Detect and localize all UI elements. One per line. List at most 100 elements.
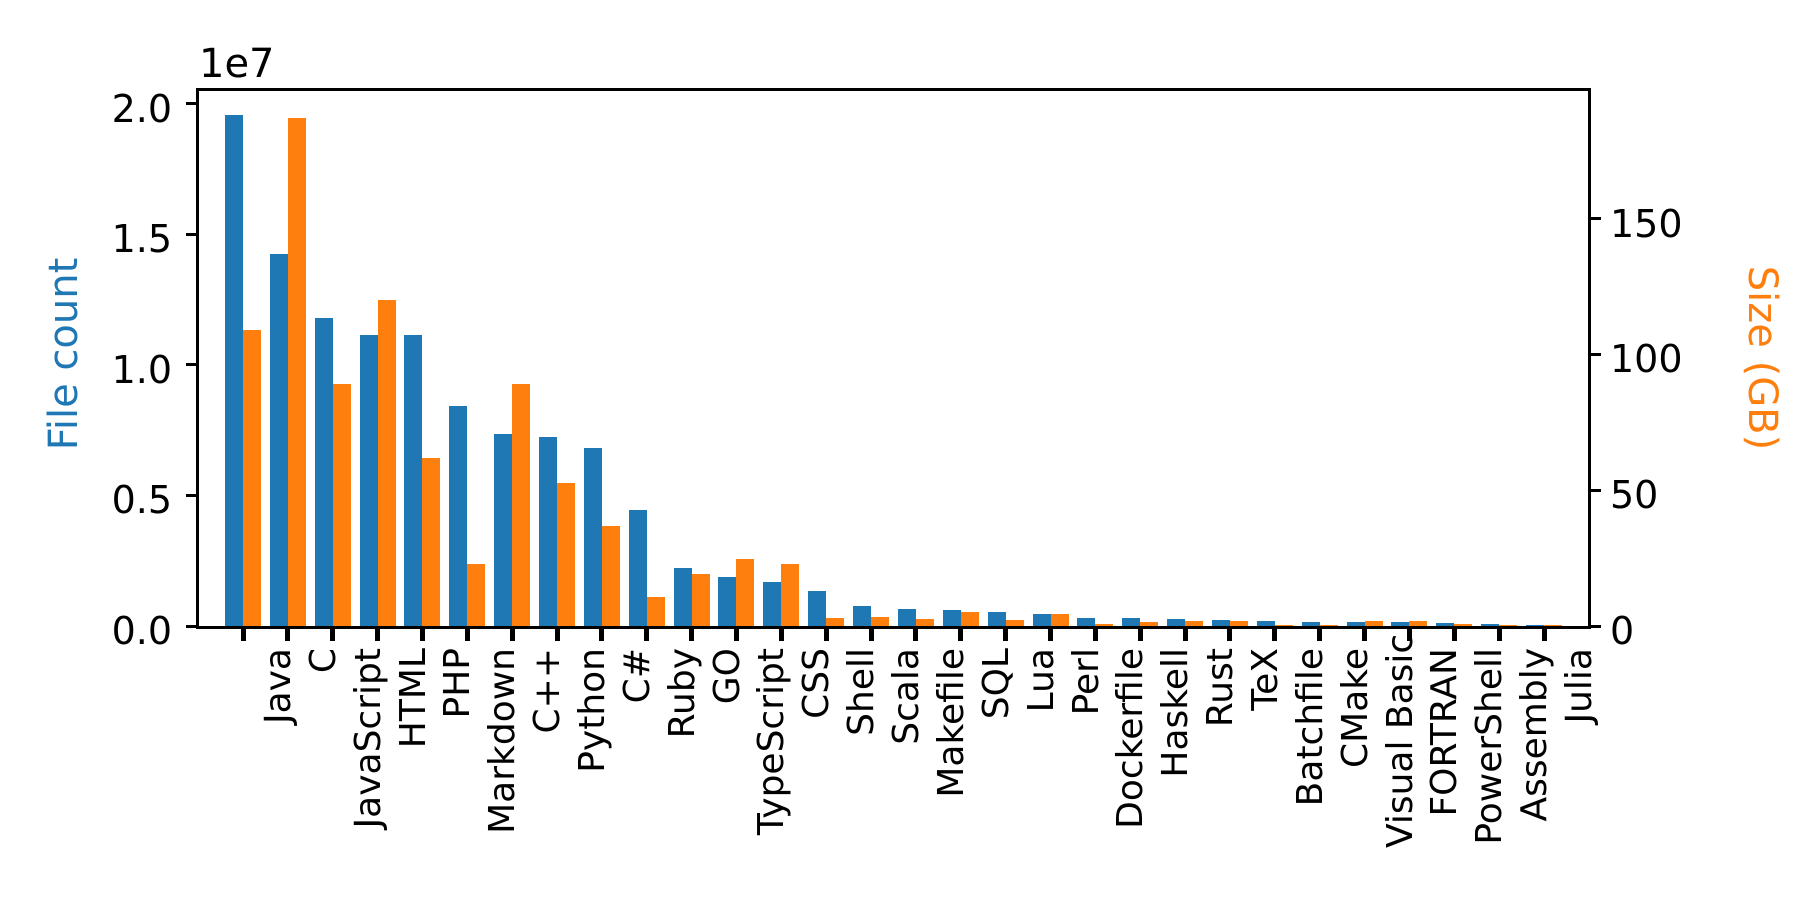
x-tick	[1541, 626, 1547, 641]
x-tick-label: Perl	[1065, 648, 1107, 716]
bar-size-gb	[1185, 620, 1204, 626]
bar-file-count	[359, 334, 378, 626]
x-tick-label: SQL	[975, 648, 1017, 720]
x-tick-label: Dockerfile	[1110, 648, 1152, 829]
bar-file-count	[449, 405, 468, 626]
y-tick-left	[186, 232, 199, 236]
bar-size-gb	[871, 616, 890, 626]
x-tick	[1362, 626, 1368, 641]
y-tick-right	[1588, 352, 1601, 356]
plot-frame	[196, 88, 1591, 629]
x-tick	[375, 626, 381, 641]
bar-size-gb	[243, 330, 261, 626]
bar-file-count	[987, 611, 1006, 626]
x-tick	[285, 626, 291, 641]
bar-file-count	[269, 254, 288, 626]
bar-size-gb	[1274, 624, 1293, 626]
bar-file-count	[225, 115, 243, 626]
y-tick-label-left: 2.0	[111, 86, 172, 131]
bar-file-count	[1481, 623, 1500, 626]
x-tick	[1496, 626, 1502, 641]
x-tick	[778, 626, 784, 641]
bar-size-gb	[781, 563, 800, 626]
x-tick-label: TypeScript	[751, 648, 793, 836]
bar-file-count	[628, 509, 647, 626]
x-tick-label: PowerShell	[1469, 648, 1511, 845]
bar-size-gb	[1140, 622, 1159, 626]
x-tick	[958, 626, 964, 641]
x-tick	[1003, 626, 1009, 641]
bar-size-gb	[1544, 625, 1562, 626]
bar-size-gb	[1319, 624, 1338, 626]
bar-file-count	[1211, 620, 1230, 626]
y-tick-left	[186, 102, 199, 106]
bar-file-count	[404, 334, 423, 626]
bar-size-gb	[1499, 624, 1518, 626]
bar-size-gb	[422, 457, 441, 626]
bar-size-gb	[1409, 621, 1428, 626]
x-tick-label: Assembly	[1514, 648, 1556, 822]
x-tick-label: Visual Basic	[1379, 633, 1421, 848]
x-tick	[419, 626, 425, 641]
bar-size-gb	[1050, 614, 1069, 626]
y-tick-label-left: 0.0	[111, 609, 172, 653]
x-tick-label: Markdown	[482, 648, 524, 834]
x-tick	[464, 626, 470, 641]
bars-layer	[199, 91, 1588, 626]
x-tick-label: Ruby	[661, 648, 703, 739]
x-tick	[1272, 626, 1278, 641]
x-tick-label: CSS	[796, 648, 838, 719]
bar-size-gb	[1005, 619, 1024, 626]
bar-file-count	[494, 434, 513, 626]
y-tick-right	[1588, 624, 1601, 628]
bar-file-count	[1122, 618, 1141, 626]
y-tick-right	[1588, 217, 1601, 221]
x-tick-label: C++	[527, 648, 569, 734]
y-tick-left	[186, 624, 199, 628]
bar-size-gb	[826, 618, 845, 626]
x-tick-label: TeX	[1244, 648, 1286, 711]
axis-offset-text: 1e7	[199, 41, 275, 87]
bar-file-count	[1391, 622, 1410, 626]
x-tick	[1451, 626, 1457, 641]
bar-size-gb	[1364, 620, 1383, 626]
x-tick-label: Shell	[841, 648, 883, 736]
x-tick	[509, 626, 515, 641]
bar-file-count	[1256, 620, 1275, 626]
x-tick	[240, 626, 246, 641]
bar-size-gb	[467, 563, 486, 626]
x-tick-label: GO	[706, 648, 748, 705]
y-tick-label-left: 1.0	[111, 347, 172, 392]
x-tick	[733, 626, 739, 641]
bar-file-count	[763, 581, 782, 626]
x-tick-label: Lua	[1020, 648, 1062, 713]
bar-file-count	[1346, 621, 1365, 626]
x-tick	[823, 626, 829, 641]
x-tick-label: Scala	[886, 648, 928, 745]
bar-size-gb	[332, 384, 351, 626]
y-tick-left	[186, 493, 199, 497]
x-tick-label: HTML	[392, 648, 434, 749]
bar-size-gb	[1095, 624, 1114, 626]
bar-file-count	[1032, 614, 1051, 626]
x-tick-label: C	[302, 648, 344, 674]
bar-size-gb	[646, 596, 665, 626]
bar-file-count	[1301, 621, 1320, 626]
x-tick-label: Julia	[1559, 648, 1600, 724]
bar-size-gb	[691, 574, 710, 626]
bar-size-gb	[1229, 621, 1248, 626]
y-tick-label-right: 50	[1610, 473, 1659, 518]
bar-file-count	[1436, 622, 1455, 626]
y-tick-label-right: 100	[1610, 337, 1683, 382]
bar-size-gb	[601, 525, 620, 626]
x-tick	[1182, 626, 1188, 641]
x-tick	[554, 626, 560, 641]
x-tick-label: FORTRAN	[1424, 648, 1466, 817]
bar-size-gb	[736, 558, 755, 626]
x-tick-label: CMake	[1334, 648, 1376, 768]
x-tick	[913, 626, 919, 641]
x-tick-label: Makefile	[930, 648, 972, 798]
x-tick	[689, 626, 695, 641]
x-tick	[1048, 626, 1054, 641]
x-tick	[868, 626, 874, 641]
